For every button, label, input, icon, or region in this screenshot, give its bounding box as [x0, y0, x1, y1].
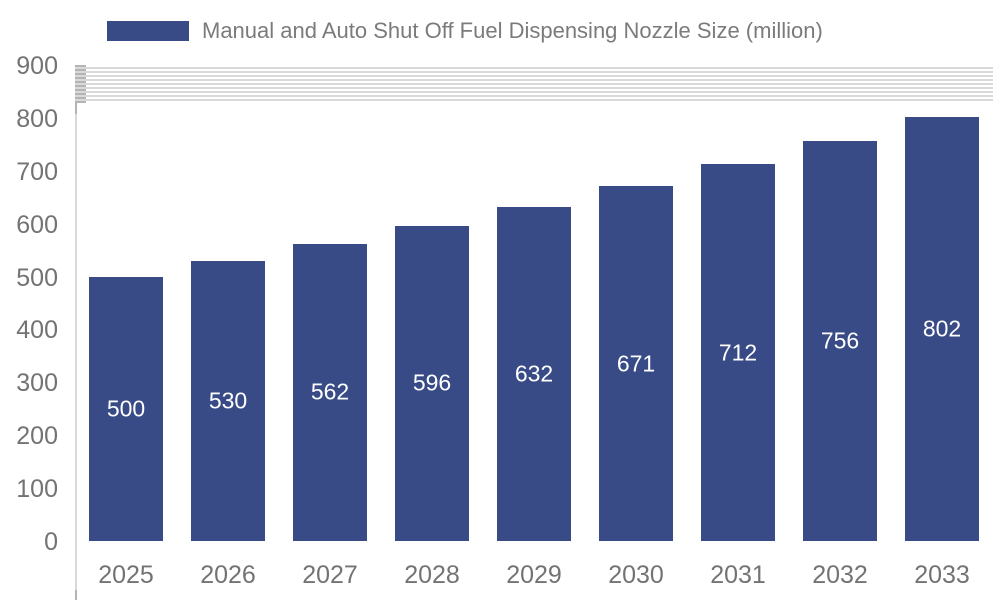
x-category-label: 2027	[302, 561, 358, 589]
x-category-label: 2026	[200, 561, 256, 589]
y-tick-label: 900	[16, 52, 58, 80]
legend[interactable]: Manual and Auto Shut Off Fuel Dispensing…	[107, 18, 823, 43]
bar[interactable]	[497, 206, 571, 541]
bar[interactable]	[89, 276, 163, 541]
h-gridline	[75, 67, 993, 69]
h-gridline	[75, 71, 993, 73]
y-axis-tick	[75, 81, 86, 83]
bar[interactable]	[701, 164, 775, 541]
h-gridline	[75, 87, 993, 89]
y-axis-tick	[75, 77, 86, 79]
y-tick-label: 100	[16, 475, 58, 504]
bar-value-label: 712	[718, 339, 758, 366]
bar-value-label: 500	[106, 395, 146, 422]
bar[interactable]	[905, 116, 979, 541]
legend-series-label: Manual and Auto Shut Off Fuel Dispensing…	[202, 18, 823, 43]
x-category-label: 2028	[404, 561, 460, 589]
x-category-label: 2031	[710, 561, 766, 589]
x-axis-tick	[75, 103, 77, 114]
y-axis-tick	[75, 65, 86, 67]
bar[interactable]	[803, 141, 877, 541]
h-gridline	[75, 91, 993, 93]
bar-value-label: 530	[208, 387, 248, 414]
y-axis-tick	[75, 97, 86, 99]
bar-value-label: 802	[922, 315, 962, 342]
h-gridline	[75, 83, 993, 85]
y-tick-label: 600	[16, 210, 58, 239]
y-tick-label: 200	[16, 422, 58, 451]
x-category-label: 2029	[506, 561, 562, 589]
x-category-label: 2032	[812, 561, 868, 589]
y-tick-label: 700	[16, 157, 58, 186]
h-gridline	[75, 95, 993, 97]
y-tick-label: 800	[16, 104, 58, 133]
plot-area: 0 100 200 300 400 500 600 700 800 900 500 2025 530 20…	[16, 52, 993, 600]
bar-value-label: 756	[820, 327, 860, 354]
h-gridline	[75, 75, 993, 77]
y-tick-label: 400	[16, 316, 58, 345]
x-category-label: 2030	[608, 561, 664, 589]
bar[interactable]	[599, 186, 673, 541]
x-category-label: 2033	[914, 561, 970, 589]
y-axis-tick	[75, 73, 86, 75]
v-gridline	[75, 114, 77, 590]
bar-value-label: 671	[616, 350, 656, 377]
y-axis-tick	[75, 85, 86, 87]
y-tick-label: 300	[16, 369, 58, 398]
bar-value-label: 562	[310, 378, 350, 405]
y-axis-tick	[75, 101, 86, 103]
y-axis-tick	[75, 89, 86, 91]
bar[interactable]	[191, 260, 265, 541]
y-axis-tick	[75, 93, 86, 95]
bar-value-label: 596	[412, 369, 452, 396]
h-gridline	[75, 79, 993, 81]
h-gridline	[75, 99, 993, 101]
y-axis-tick	[75, 69, 86, 71]
x-category-label: 2025	[98, 561, 154, 589]
y-tick-label: 0	[44, 528, 58, 556]
legend-swatch	[107, 21, 189, 41]
bar-value-label: 632	[514, 360, 554, 387]
bar[interactable]	[395, 225, 469, 541]
bar[interactable]	[293, 243, 367, 541]
x-axis-tick	[75, 590, 77, 600]
y-tick-label: 500	[16, 263, 58, 292]
